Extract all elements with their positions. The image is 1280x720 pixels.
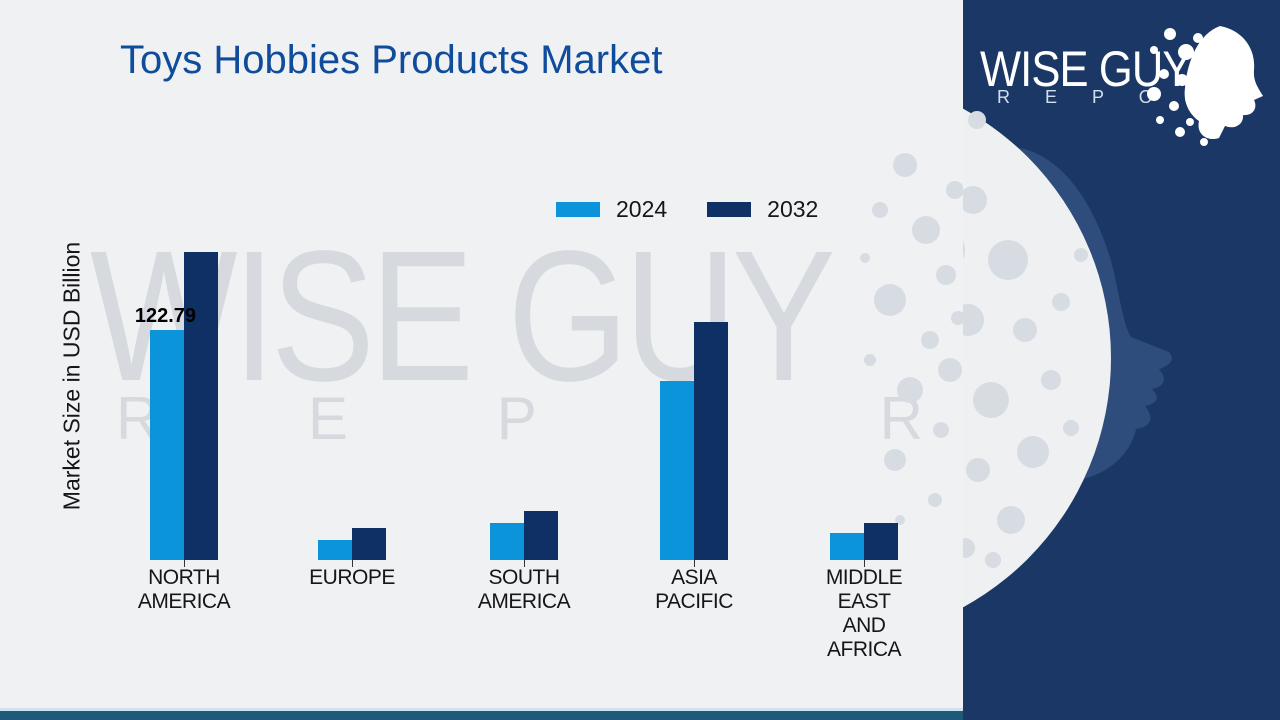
moon-circle	[963, 108, 1111, 608]
bar-2032-2	[524, 511, 558, 560]
bar-2032-3	[694, 322, 728, 560]
x-axis-tick	[864, 560, 865, 567]
moon-spots	[963, 111, 1088, 568]
legend: 2024 2032	[556, 196, 818, 223]
logo-face-icon	[1147, 26, 1263, 146]
x-category-label: EUROPE	[309, 566, 395, 589]
legend-swatch	[707, 202, 752, 217]
x-category-label: MIDDLE EAST AND AFRICA	[825, 566, 903, 661]
bottom-teal-strip	[0, 711, 963, 720]
x-axis-tick	[524, 560, 525, 567]
head-profile-artwork	[963, 108, 1172, 608]
x-axis-tick	[352, 560, 353, 567]
x-category-label: SOUTH AMERICA	[477, 566, 571, 613]
legend-item-2024: 2024	[556, 196, 667, 223]
bar-2024-1	[318, 540, 352, 560]
dot-pattern-decoration	[860, 153, 963, 525]
bar-2024-4	[830, 533, 864, 560]
bar-2024-2	[490, 523, 524, 560]
x-axis-tick	[694, 560, 695, 567]
bar-2032-0	[184, 252, 218, 560]
legend-item-2032: 2032	[707, 196, 818, 223]
x-axis-tick	[184, 560, 185, 567]
bar-2032-1	[352, 528, 386, 560]
x-category-label: ASIA PACIFIC	[655, 566, 733, 613]
bar-2024-0	[150, 330, 184, 560]
bottom-strip-highlight	[0, 708, 963, 711]
legend-label: 2032	[767, 196, 819, 222]
bar-2024-3	[660, 381, 694, 560]
legend-swatch	[556, 202, 600, 217]
legend-label: 2024	[616, 196, 668, 222]
bar-2032-4	[864, 523, 898, 560]
chart-title: Toys Hobbies Products Market	[120, 38, 663, 82]
data-label: 122.79	[134, 305, 196, 327]
x-category-label: NORTH AMERICA	[137, 566, 231, 613]
